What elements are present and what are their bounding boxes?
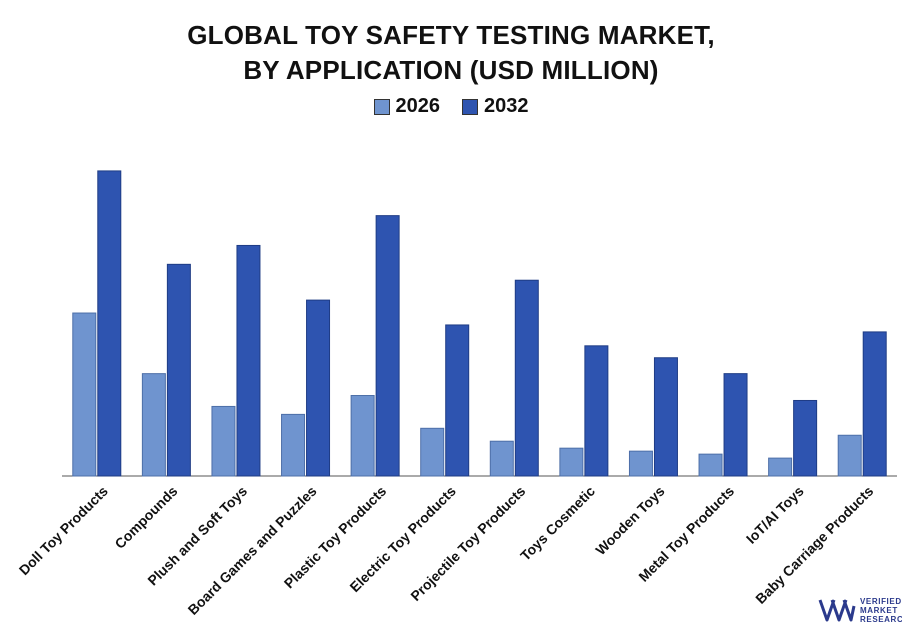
bar-2032-2 (236, 244, 261, 477)
bar-2032-4 (375, 215, 400, 477)
bar-2026-5 (420, 427, 445, 477)
legend-label-2032: 2032 (484, 95, 529, 117)
bar-2032-10 (793, 399, 818, 477)
bar-2032-9 (723, 373, 748, 477)
x-tick-label-10: IoT/AI Toys (743, 483, 807, 547)
bar-2026-3 (281, 413, 306, 477)
bar-2026-0 (72, 312, 97, 477)
chart-title-line-2: BY APPLICATION (USD MILLION) (243, 55, 659, 85)
bar-2026-4 (350, 395, 375, 477)
x-tick-label-3: Board Games and Puzzles (185, 483, 320, 618)
bar-2026-1 (141, 373, 166, 477)
bar-2026-9 (698, 453, 723, 477)
x-tick-label-8: Wooden Toys (592, 483, 667, 558)
bar-2026-10 (768, 457, 793, 477)
bar-2026-6 (489, 440, 514, 477)
bar-2026-2 (211, 405, 236, 477)
bar-2032-11 (862, 331, 887, 477)
bar-2032-0 (97, 170, 122, 477)
x-tick-label-0: Doll Toy Products (16, 483, 111, 578)
chart-title: GLOBAL TOY SAFETY TESTING MARKET, BY APP… (0, 18, 902, 88)
legend-swatch-2026 (373, 98, 390, 115)
logo-mark-icon (818, 599, 856, 622)
bar-2032-8 (653, 357, 678, 477)
x-tick-label-6: Projectile Toy Products (407, 483, 528, 604)
legend-item-2026: 2026 (373, 95, 441, 118)
bar-2032-5 (445, 324, 470, 477)
logo-text-line-2: MARKET (860, 605, 898, 615)
legend-label-2026: 2026 (395, 95, 441, 117)
logo-text: VERIFIED MARKET RESEARCH (860, 597, 902, 624)
chart-legend: 2026 2032 (0, 95, 902, 118)
bar-2026-7 (559, 447, 584, 477)
logo-text-line-3: RESEARCH (860, 614, 902, 624)
legend-item-2032: 2032 (462, 95, 529, 118)
x-tick-label-11: Baby Carriage Products (752, 483, 876, 607)
bar-2032-7 (584, 345, 609, 477)
bar-2032-1 (166, 263, 191, 477)
bar-2026-11 (837, 434, 862, 477)
legend-swatch-2032 (462, 98, 478, 115)
bar-2032-6 (514, 279, 539, 477)
x-tick-label-7: Toys Cosmetic (517, 483, 598, 564)
bar-2026-8 (628, 450, 653, 477)
bar-2032-3 (306, 299, 331, 477)
logo-text-line-1: VERIFIED (860, 596, 902, 606)
chart-title-line-1: GLOBAL TOY SAFETY TESTING MARKET, (187, 20, 715, 50)
brand-logo: VERIFIED MARKET RESEARCH (818, 596, 902, 624)
x-tick-label-1: Compounds (111, 483, 180, 552)
